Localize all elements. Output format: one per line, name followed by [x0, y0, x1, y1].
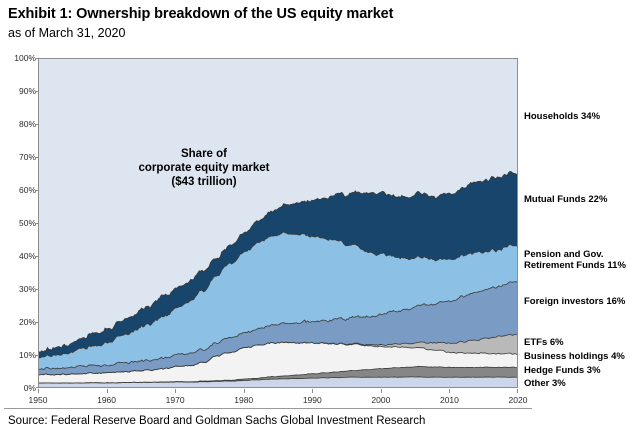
- y-axis-tick-label: 70%: [18, 152, 36, 162]
- y-axis-tick-label: 100%: [14, 53, 36, 63]
- y-axis-tick-label: 90%: [18, 86, 36, 96]
- x-axis-tick-label: 1950: [28, 395, 48, 405]
- series-label: Hedge Funds 3%: [524, 365, 601, 376]
- y-axis-tick-label: 80%: [18, 119, 36, 129]
- x-axis-tick-mark: [106, 389, 108, 393]
- x-axis-tick-label: 1990: [302, 395, 322, 405]
- x-axis-tick-mark: [243, 389, 245, 393]
- y-axis-tick-label: 20%: [18, 317, 36, 327]
- x-axis-tick-label: 2010: [439, 395, 459, 405]
- annotation-line-3: ($43 trillion): [171, 176, 237, 188]
- x-axis-tick-mark: [312, 389, 314, 393]
- chart-annotation: Share of corporate equity market ($43 tr…: [109, 147, 299, 189]
- area-band: [39, 366, 517, 384]
- area-band: [39, 342, 517, 384]
- source-note: Source: Federal Reserve Board and Goldma…: [8, 415, 426, 427]
- area-band: [39, 59, 517, 353]
- x-axis-tick-label: 2020: [508, 395, 528, 405]
- page-title: Exhibit 1: Ownership breakdown of the US…: [8, 6, 394, 22]
- area-boundary-line: [39, 333, 517, 376]
- x-axis-tick-label: 1970: [165, 395, 185, 405]
- x-axis: 1950 1960 1970 1980 1990 2000 2010 2020: [29, 389, 527, 409]
- x-axis-tick-label: 1960: [97, 395, 117, 405]
- x-axis-tick-label: 1980: [234, 395, 254, 405]
- x-axis-tick-mark: [517, 389, 518, 393]
- y-axis-tick-label: 30%: [18, 284, 36, 294]
- y-axis-tick-label: 40%: [18, 251, 36, 261]
- series-label: Households 34%: [524, 111, 601, 122]
- chart-plot-area: Share of corporate equity market ($43 tr…: [38, 58, 518, 388]
- series-label: Retirement Funds 11%: [524, 260, 626, 271]
- footer-divider: [4, 408, 532, 409]
- area-boundary-line: [39, 231, 517, 359]
- series-label: ETFs 6%: [524, 337, 564, 348]
- series-label: Pension and Gov.: [524, 249, 604, 260]
- stacked-area-chart: [39, 59, 517, 387]
- x-axis-tick-mark: [38, 389, 39, 393]
- area-band: [39, 231, 517, 370]
- x-axis-tick-mark: [380, 389, 382, 393]
- x-axis-tick-mark: [449, 389, 451, 393]
- y-axis-tick-label: 10%: [18, 350, 36, 360]
- x-axis-tick-label: 2000: [371, 395, 391, 405]
- annotation-line-1: Share of: [180, 148, 227, 160]
- area-boundary-line: [39, 171, 517, 353]
- y-axis-tick-label: 60%: [18, 185, 36, 195]
- series-label: Foreign investors 16%: [524, 296, 626, 307]
- x-axis-tick-mark: [175, 389, 177, 393]
- area-band: [39, 376, 517, 387]
- y-axis-tick-label: 0%: [23, 383, 36, 393]
- annotation-line-2: corporate equity market: [138, 162, 270, 174]
- area-boundary-line: [39, 365, 517, 384]
- y-axis: 0% 10% 20% 30% 40% 50% 60% 70% 80% 90% 100%: [0, 54, 40, 392]
- series-label: Mutual Funds 22%: [524, 194, 608, 205]
- area-band: [39, 281, 517, 376]
- series-label: Business holdings 4%: [524, 351, 625, 362]
- page-subtitle: as of March 31, 2020: [8, 26, 126, 40]
- series-label: Other 3%: [524, 378, 566, 389]
- y-axis-tick-label: 50%: [18, 218, 36, 228]
- area-band: [39, 171, 517, 358]
- area-boundary-line: [39, 281, 517, 371]
